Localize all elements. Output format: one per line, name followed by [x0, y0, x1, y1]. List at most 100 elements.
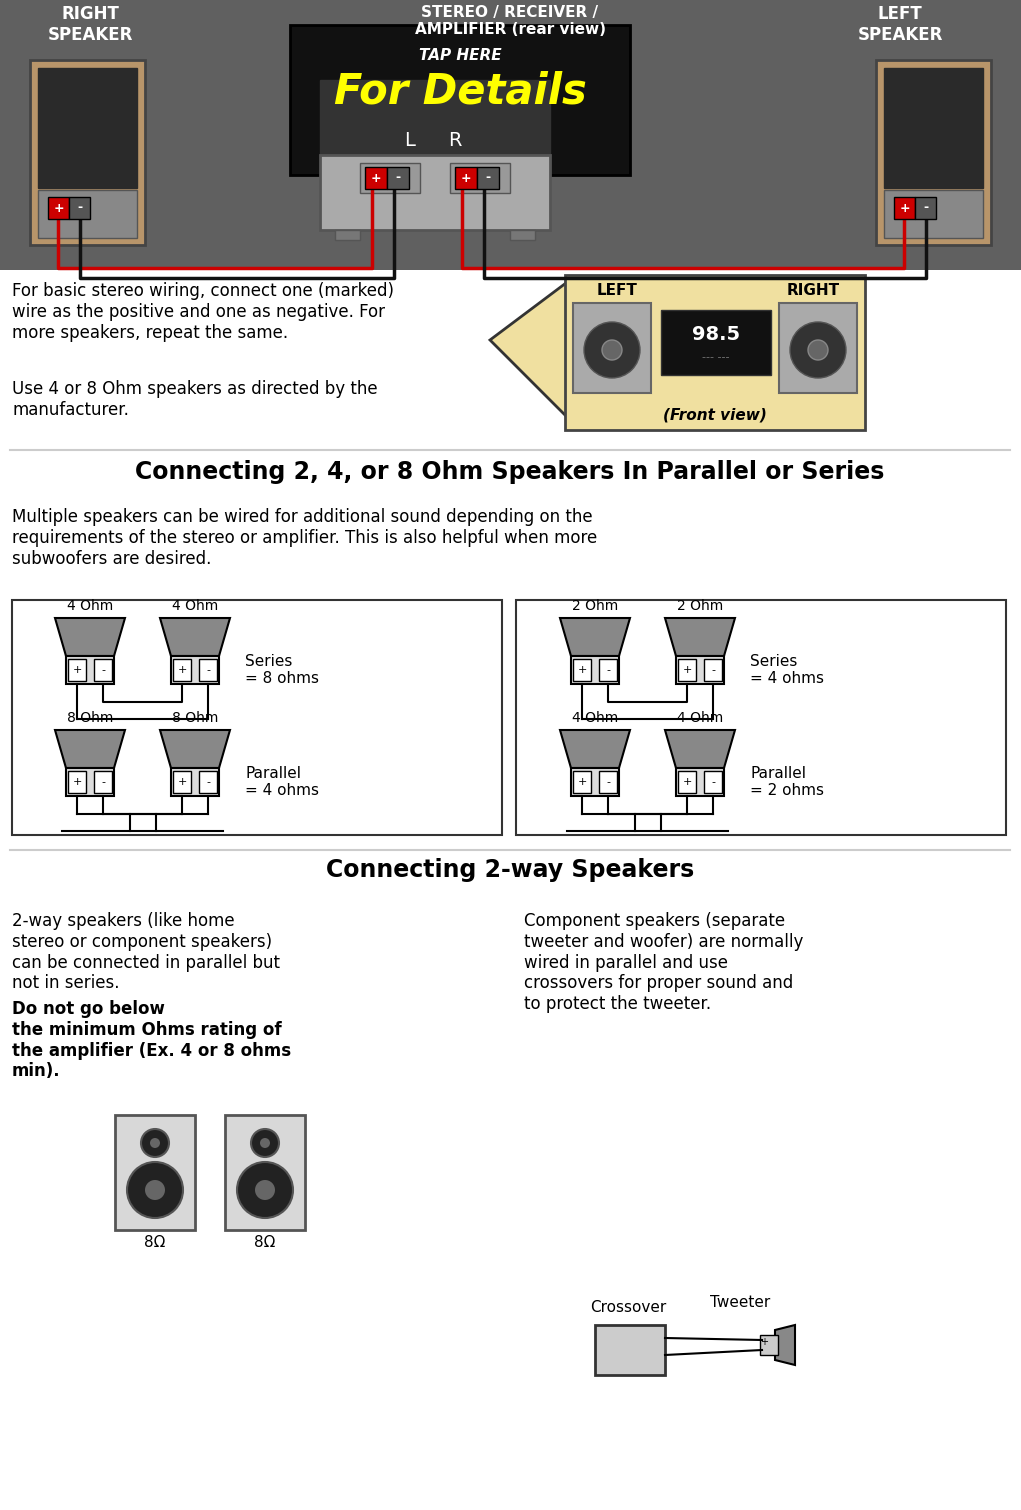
Bar: [571, 655, 619, 684]
Text: Do not go below
the minimum Ohms rating of
the amplifier (Ex. 4 or 8 ohms
min).: Do not go below the minimum Ohms rating …: [12, 1000, 291, 1080]
Circle shape: [141, 1129, 169, 1157]
Text: Connecting 2-way Speakers: Connecting 2-way Speakers: [326, 858, 694, 882]
Bar: [779, 304, 857, 393]
Bar: [450, 163, 510, 193]
Bar: [68, 658, 86, 681]
Bar: [599, 658, 617, 681]
Text: +: +: [178, 664, 187, 675]
Text: +: +: [760, 1336, 768, 1347]
Polygon shape: [160, 729, 230, 769]
Bar: [30, 60, 145, 245]
Text: 2 Ohm: 2 Ohm: [572, 599, 618, 613]
Text: 8 Ohm: 8 Ohm: [66, 711, 113, 725]
Text: +: +: [53, 201, 63, 214]
Bar: [290, 26, 630, 175]
Polygon shape: [55, 618, 125, 655]
Text: -: -: [606, 664, 610, 675]
Circle shape: [145, 1179, 165, 1200]
Bar: [38, 68, 137, 189]
Text: For basic stereo wiring, connect one (marked)
wire as the positive and one as ne: For basic stereo wiring, connect one (ma…: [12, 282, 394, 341]
Bar: [69, 196, 90, 219]
Circle shape: [260, 1139, 270, 1148]
Bar: [364, 168, 387, 189]
Text: 98.5: 98.5: [692, 326, 740, 344]
Text: +: +: [682, 778, 691, 787]
Text: +: +: [577, 664, 587, 675]
Circle shape: [790, 322, 846, 378]
Text: Crossover: Crossover: [590, 1300, 667, 1315]
Text: Series
= 8 ohms: Series = 8 ohms: [245, 654, 319, 686]
Text: 4 Ohm: 4 Ohm: [66, 599, 113, 613]
Bar: [0, 270, 1021, 1510]
Bar: [115, 1114, 195, 1231]
Text: For Details: For Details: [334, 69, 586, 112]
Text: -: -: [101, 664, 105, 675]
Bar: [678, 772, 696, 793]
Text: 2 Ohm: 2 Ohm: [677, 599, 723, 613]
Polygon shape: [665, 729, 735, 769]
Text: -: -: [711, 778, 715, 787]
Text: +: +: [460, 172, 472, 184]
Text: Parallel
= 4 ohms: Parallel = 4 ohms: [245, 766, 319, 799]
Text: Series
= 4 ohms: Series = 4 ohms: [750, 654, 824, 686]
Bar: [565, 275, 865, 430]
Bar: [320, 80, 550, 156]
Text: R: R: [448, 130, 461, 149]
Bar: [573, 658, 591, 681]
Text: Use 4 or 8 Ohm speakers as directed by the
manufacturer.: Use 4 or 8 Ohm speakers as directed by t…: [12, 381, 378, 418]
Bar: [0, 0, 1021, 270]
Bar: [455, 168, 477, 189]
Bar: [360, 163, 420, 193]
Bar: [173, 772, 191, 793]
Bar: [676, 655, 724, 684]
Bar: [894, 196, 915, 219]
Circle shape: [808, 340, 828, 359]
Text: -: -: [206, 778, 210, 787]
Circle shape: [150, 1139, 160, 1148]
Bar: [68, 772, 86, 793]
Bar: [335, 230, 360, 240]
Text: +: +: [900, 201, 910, 214]
Bar: [571, 769, 619, 796]
Text: +: +: [682, 664, 691, 675]
Polygon shape: [665, 618, 735, 655]
Circle shape: [602, 340, 622, 359]
Bar: [94, 772, 112, 793]
Polygon shape: [560, 729, 630, 769]
Bar: [704, 772, 722, 793]
Polygon shape: [55, 729, 125, 769]
Bar: [199, 772, 217, 793]
Text: +: +: [72, 778, 82, 787]
Text: 2-way speakers (like home
stereo or component speakers)
can be connected in para: 2-way speakers (like home stereo or comp…: [12, 912, 280, 992]
Bar: [171, 655, 218, 684]
Text: (Front view): (Front view): [663, 408, 767, 421]
Text: L: L: [404, 130, 416, 149]
Text: -: -: [206, 664, 210, 675]
Bar: [599, 772, 617, 793]
Text: -: -: [101, 778, 105, 787]
Text: Parallel
= 2 ohms: Parallel = 2 ohms: [750, 766, 824, 799]
Polygon shape: [775, 1324, 795, 1365]
Bar: [876, 60, 991, 245]
Bar: [510, 230, 535, 240]
Circle shape: [584, 322, 640, 378]
Polygon shape: [160, 618, 230, 655]
Text: -: -: [606, 778, 610, 787]
Bar: [884, 190, 983, 239]
Text: -: -: [395, 172, 400, 184]
Bar: [94, 658, 112, 681]
Bar: [173, 658, 191, 681]
Bar: [48, 196, 69, 219]
Bar: [38, 190, 137, 239]
Text: 4 Ohm: 4 Ohm: [677, 711, 723, 725]
Circle shape: [127, 1163, 183, 1219]
Text: +: +: [178, 778, 187, 787]
Bar: [199, 658, 217, 681]
Circle shape: [237, 1163, 293, 1219]
Bar: [12, 599, 502, 835]
Text: +: +: [577, 778, 587, 787]
Bar: [516, 599, 1006, 835]
Text: 4 Ohm: 4 Ohm: [172, 599, 218, 613]
Bar: [760, 1335, 778, 1354]
Circle shape: [251, 1129, 279, 1157]
